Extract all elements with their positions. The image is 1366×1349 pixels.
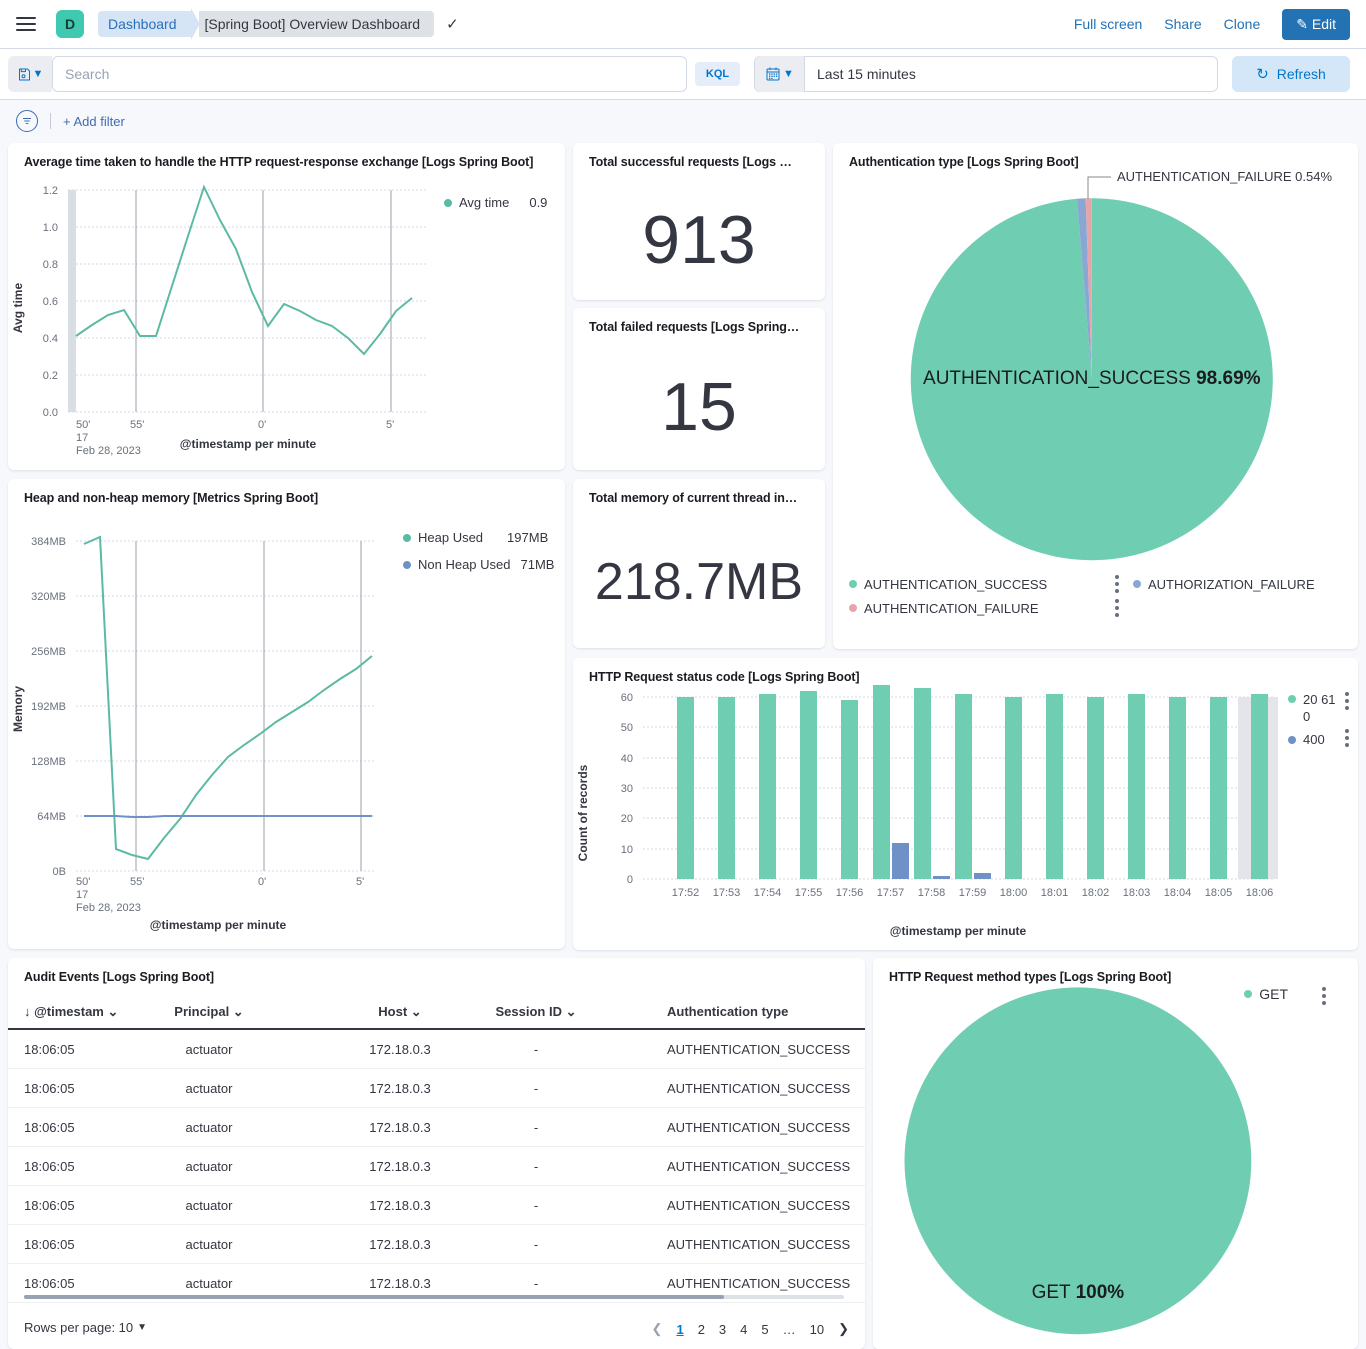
svg-text:@timestamp per minute: @timestamp per minute: [150, 918, 287, 932]
svg-text:5': 5': [356, 876, 364, 888]
svg-text:AUTHENTICATION_SUCCESS 98.69%: AUTHENTICATION_SUCCESS 98.69%: [923, 368, 1261, 389]
svg-text:@timestamp per minute: @timestamp per minute: [180, 437, 317, 451]
svg-text:128MB: 128MB: [31, 756, 66, 768]
svg-text:50': 50': [76, 419, 90, 431]
svg-text:50': 50': [76, 876, 90, 888]
svg-text:256MB: 256MB: [31, 646, 66, 658]
svg-text:0B: 0B: [53, 866, 66, 878]
svg-text:Memory: Memory: [11, 686, 25, 732]
svg-text:55': 55': [130, 419, 144, 431]
svg-text:@timestamp per minute: @timestamp per minute: [890, 924, 1027, 938]
svg-text:0.8: 0.8: [43, 259, 58, 271]
svg-text:AUTHENTICATION_FAILURE 0.54%: AUTHENTICATION_FAILURE 0.54%: [1117, 169, 1332, 184]
svg-text:0.6: 0.6: [43, 296, 58, 308]
svg-text:0.2: 0.2: [43, 370, 58, 382]
svg-text:5': 5': [386, 419, 394, 431]
svg-text:0': 0': [258, 876, 266, 888]
svg-text:Feb 28, 2023: Feb 28, 2023: [76, 445, 141, 457]
svg-text:17: 17: [76, 432, 88, 444]
svg-text:192MB: 192MB: [31, 701, 66, 713]
svg-text:Feb 28, 2023: Feb 28, 2023: [76, 902, 141, 914]
svg-text:320MB: 320MB: [31, 591, 66, 603]
svg-text:17: 17: [76, 889, 88, 901]
svg-text:1.2: 1.2: [43, 185, 58, 197]
svg-text:384MB: 384MB: [31, 536, 66, 548]
svg-text:Avg time: Avg time: [11, 283, 25, 334]
svg-text:GET 100%: GET 100%: [1032, 1282, 1125, 1303]
svg-text:0.0: 0.0: [43, 407, 58, 419]
svg-text:0': 0': [258, 419, 266, 431]
svg-text:64MB: 64MB: [37, 811, 66, 823]
svg-text:0.4: 0.4: [43, 333, 58, 345]
svg-text:1.0: 1.0: [43, 222, 58, 234]
svg-text:55': 55': [130, 876, 144, 888]
